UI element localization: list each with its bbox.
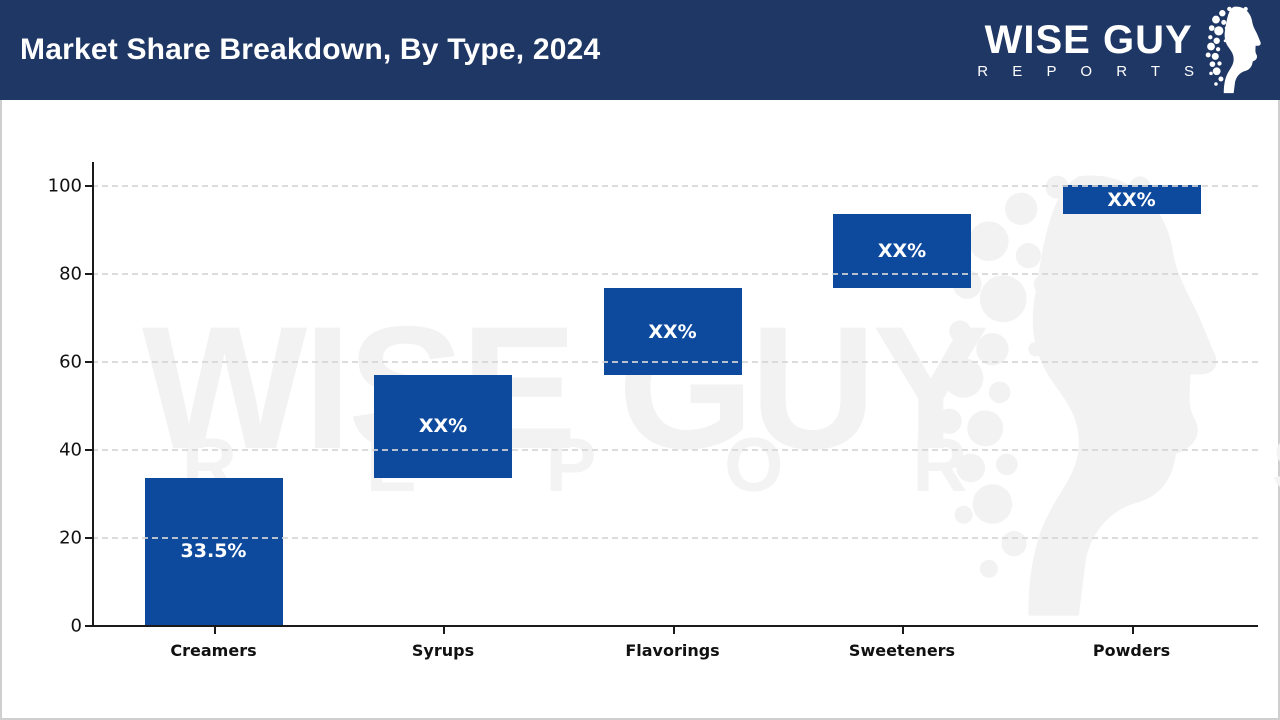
gridline [92, 185, 1258, 187]
header-bar: Market Share Breakdown, By Type, 2024 WI… [0, 0, 1280, 100]
logo-wordmark: WISE GUY R E P O R T S [973, 20, 1204, 80]
bar: 33.5% [144, 477, 283, 625]
logo-wordmark-line2: R E P O R T S [977, 63, 1204, 80]
page-title: Market Share Breakdown, By Type, 2024 [20, 33, 601, 66]
waterfall-chart: 0 20 40 60 80 100 33.5% Creamers XX% Syrups XX% Fla… [2, 100, 1278, 718]
y-tick-label: 40 [59, 439, 82, 461]
bar-value-label: 33.5% [180, 540, 247, 563]
bar-value-label: XX% [648, 320, 697, 343]
x-tick-label: Flavorings [625, 641, 720, 660]
logo-wordmark-line1: WISE GUY [984, 18, 1193, 62]
y-tick-mark [85, 185, 92, 187]
watermark-wordmark-line1: WISE GUY [142, 291, 989, 486]
y-tick-mark [85, 273, 92, 275]
x-tick-mark [1131, 627, 1134, 634]
x-tick-mark [443, 627, 445, 634]
y-tick-mark [85, 625, 92, 627]
x-tick-label: Powders [1092, 641, 1171, 660]
bar: XX% [603, 287, 742, 376]
bar-value-label: XX% [418, 415, 468, 438]
wise-guy-logo: WISE GUY R E P O R T S [973, 4, 1266, 96]
bar-value-label: XX% [877, 239, 927, 262]
y-tick-label: 20 [59, 527, 82, 549]
bar: XX% [374, 375, 512, 478]
x-tick-mark [672, 627, 675, 634]
x-tick-mark [213, 627, 216, 634]
y-tick-mark [85, 537, 92, 539]
x-tick-mark [902, 627, 904, 634]
y-tick-label: 80 [59, 263, 82, 285]
x-tick-label: Syrups [411, 641, 475, 660]
chart-canvas: WISE GUY R E P O R T S 0 20 40 60 80 100 33.5%… [0, 100, 1280, 720]
gridline [92, 537, 1258, 539]
bar-value-label: XX% [1107, 188, 1156, 211]
gridline [92, 273, 1258, 275]
bar: XX% [1062, 185, 1201, 215]
gridline [92, 361, 1258, 363]
y-tick-mark [85, 361, 92, 363]
gridline [92, 449, 1258, 451]
x-axis-line [92, 625, 1258, 627]
bar: XX% [833, 214, 971, 288]
y-tick-label: 100 [47, 175, 82, 197]
watermark: WISE GUY R E P O R T S [2, 100, 1280, 718]
x-tick-label: Creamers [170, 641, 257, 660]
y-axis-line [92, 162, 94, 627]
x-tick-label: Sweeteners [848, 641, 956, 660]
y-tick-mark [85, 449, 92, 451]
y-tick-label: 0 [70, 615, 82, 637]
y-tick-label: 60 [59, 351, 82, 373]
